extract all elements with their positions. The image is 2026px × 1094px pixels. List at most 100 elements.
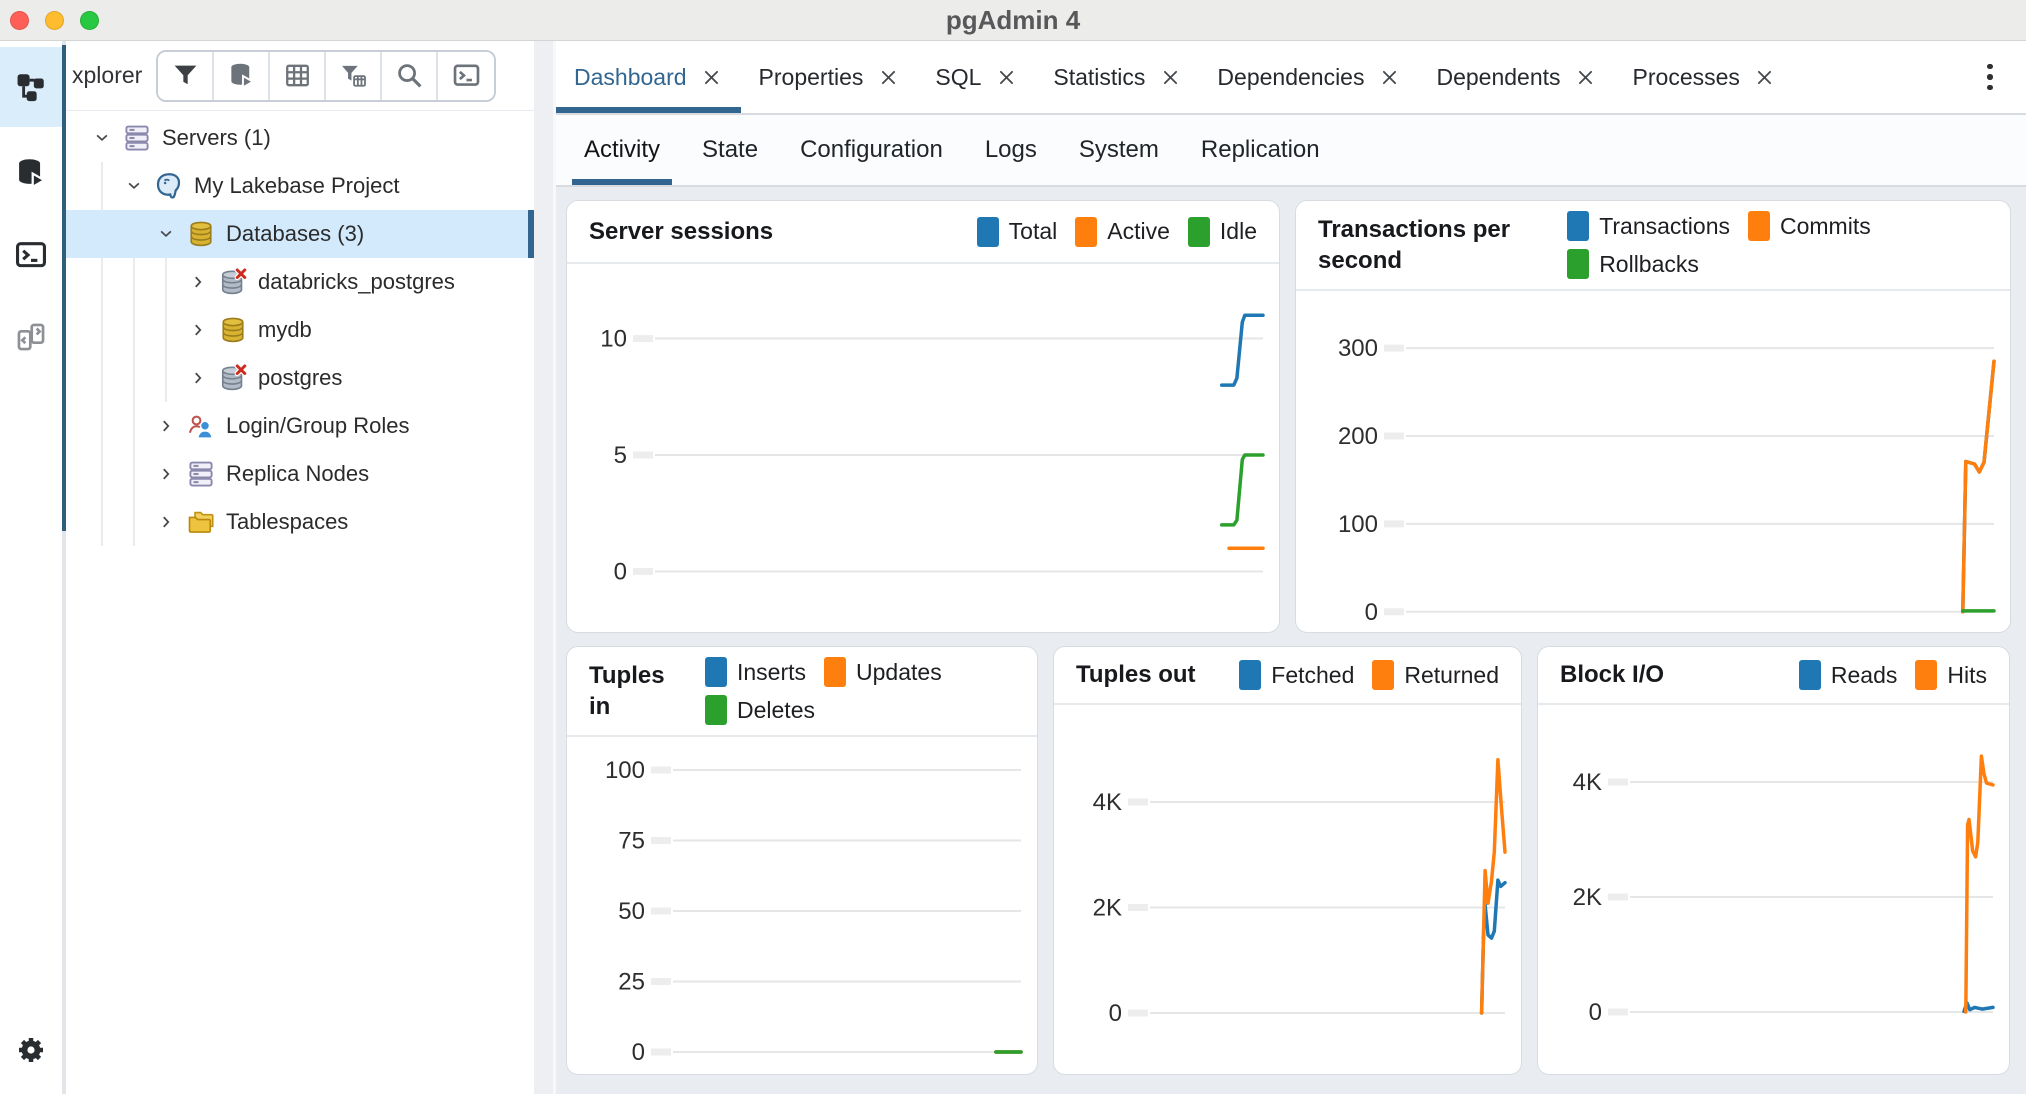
subtab-replication[interactable]: Replication	[1200, 136, 1320, 163]
tab-properties[interactable]: Properties	[741, 41, 918, 113]
subtab-state[interactable]: State	[702, 136, 759, 163]
chevron-down-icon[interactable]	[156, 224, 176, 244]
settings-gear-icon	[15, 1034, 47, 1066]
tab-statistics[interactable]: Statistics	[1035, 41, 1199, 113]
tree-item-my-lakebase-project[interactable]: My Lakebase Project	[66, 162, 534, 210]
terminal-prompt-icon	[14, 238, 48, 272]
tree-indent-guide	[101, 162, 103, 546]
rail-button-database-play-icon[interactable]	[0, 137, 62, 209]
search-icon	[395, 61, 424, 90]
svg-text:5: 5	[614, 442, 627, 469]
explorer-toolbar	[156, 49, 497, 102]
rail-button-workspace-switch-icon[interactable]	[0, 301, 62, 373]
legend-item-total: Total	[976, 216, 1057, 247]
workspace: Dashboard Properties SQL Statistics Dependen…	[556, 41, 2026, 1094]
toolbar-button-terminal-prompt-icon[interactable]	[438, 51, 495, 100]
minimize-window-button[interactable]	[45, 10, 64, 30]
toolbar-button-filter-icon[interactable]	[158, 51, 215, 100]
legend-swatch	[1075, 216, 1098, 247]
tab-dependents[interactable]: Dependents	[1418, 41, 1614, 113]
close-icon[interactable]	[1159, 66, 1181, 88]
zoom-window-button[interactable]	[80, 10, 99, 30]
subtab-configuration[interactable]: Configuration	[800, 136, 943, 163]
charts-row-1: Server sessions Total Active Idle 10 5 0 Tra…	[566, 200, 2011, 633]
tree-item-label: postgres	[258, 365, 343, 390]
tab-processes[interactable]: Processes	[1615, 41, 1794, 113]
chevron-right-icon[interactable]	[156, 512, 176, 532]
kebab-menu-icon[interactable]	[1968, 53, 2012, 101]
rail-button-object-explorer-icon[interactable]	[0, 47, 62, 127]
tree-item-label: Replica Nodes	[226, 461, 370, 486]
tree-item-databases-3[interactable]: Databases (3)	[66, 210, 534, 258]
chevron-right-icon[interactable]	[156, 464, 176, 484]
panel-splitter[interactable]	[534, 41, 556, 1094]
tab-dependencies[interactable]: Dependencies	[1199, 41, 1418, 113]
close-icon[interactable]	[877, 66, 899, 88]
tab-dashboard[interactable]: Dashboard	[556, 41, 741, 113]
close-icon[interactable]	[1754, 66, 1776, 88]
legend-label: Transactions	[1599, 212, 1730, 239]
tab-label: Processes	[1632, 63, 1740, 90]
chevron-right-icon[interactable]	[156, 416, 176, 436]
object-explorer-label: xplorer	[72, 62, 143, 88]
close-icon[interactable]	[701, 66, 723, 88]
tree-item-databricks-postgres[interactable]: databricks_postgres	[66, 258, 534, 306]
card-title: Server sessions	[589, 217, 774, 245]
database-play-icon	[227, 61, 256, 90]
window-title: pgAdmin 4	[945, 4, 1081, 35]
subtab-logs[interactable]: Logs	[984, 136, 1037, 163]
close-icon[interactable]	[1378, 66, 1400, 88]
tab-label: Dependents	[1436, 63, 1561, 90]
svg-text:100: 100	[1338, 511, 1378, 538]
chart-legend: Total Active Idle	[976, 216, 1257, 247]
chevron-down-icon[interactable]	[124, 176, 144, 196]
chevron-right-icon[interactable]	[188, 368, 208, 388]
chevron-right-icon[interactable]	[188, 272, 208, 292]
toolbar-button-database-play-icon[interactable]	[214, 51, 271, 100]
tree-item-tablespaces[interactable]: Tablespaces	[66, 498, 534, 546]
legend-item-transactions: Transactions	[1567, 211, 1730, 241]
svg-text:4K: 4K	[1573, 769, 1602, 796]
rail-button-terminal-prompt-icon[interactable]	[0, 219, 62, 291]
icon-rail	[0, 41, 62, 1094]
svg-text:50: 50	[618, 898, 645, 925]
legend-label: Updates	[856, 658, 942, 685]
explorer-header: xplorer	[66, 41, 534, 111]
chart-legend: Transactions Commits Rollbacks	[1567, 211, 1988, 279]
toolbar-button-search-icon[interactable]	[382, 51, 439, 100]
tree-item-label: Databases (3)	[226, 221, 365, 246]
close-window-button[interactable]	[10, 10, 29, 30]
transactions-per-second-chart: 300 200 100 0	[1338, 335, 1996, 626]
tree-item-label: Servers (1)	[162, 125, 271, 150]
svg-text:0: 0	[1365, 599, 1378, 626]
chevron-right-icon[interactable]	[188, 320, 208, 340]
legend-item-deletes: Deletes	[705, 695, 815, 725]
tree-item-label: mydb	[258, 317, 312, 342]
rail-button-settings[interactable]	[0, 1018, 62, 1082]
svg-text:200: 200	[1338, 423, 1378, 450]
tree-item-login-group-roles[interactable]: Login/Group Roles	[66, 402, 534, 450]
toolbar-button-table-grid-icon[interactable]	[270, 51, 327, 100]
tree-item-servers-1[interactable]: Servers (1)	[66, 114, 534, 162]
legend-label: Reads	[1830, 661, 1898, 688]
subtab-activity[interactable]: Activity	[572, 115, 673, 185]
login-roles-icon	[186, 411, 216, 441]
filter-table-icon	[339, 61, 368, 90]
close-icon[interactable]	[1575, 66, 1597, 88]
table-grid-icon	[283, 61, 312, 90]
app-body: xplorer Servers (1) My Lakebase Project Da…	[0, 41, 2026, 1094]
tree-item-mydb[interactable]: mydb	[66, 306, 534, 354]
chart-legend: Reads Hits	[1798, 660, 1987, 690]
toolbar-button-filter-table-icon[interactable]	[326, 51, 383, 100]
chevron-down-icon[interactable]	[92, 128, 112, 148]
tree-item-replica-nodes[interactable]: Replica Nodes	[66, 450, 534, 498]
legend-swatch	[1798, 660, 1821, 690]
svg-text:0: 0	[1589, 999, 1602, 1026]
legend-label: Inserts	[737, 658, 807, 685]
subtab-system[interactable]: System	[1078, 136, 1159, 163]
tab-sql[interactable]: SQL	[917, 41, 1035, 113]
legend-label: Returned	[1404, 661, 1499, 688]
close-icon[interactable]	[995, 66, 1017, 88]
tree-item-postgres[interactable]: postgres	[66, 354, 534, 402]
legend-item-idle: Idle	[1187, 216, 1257, 247]
